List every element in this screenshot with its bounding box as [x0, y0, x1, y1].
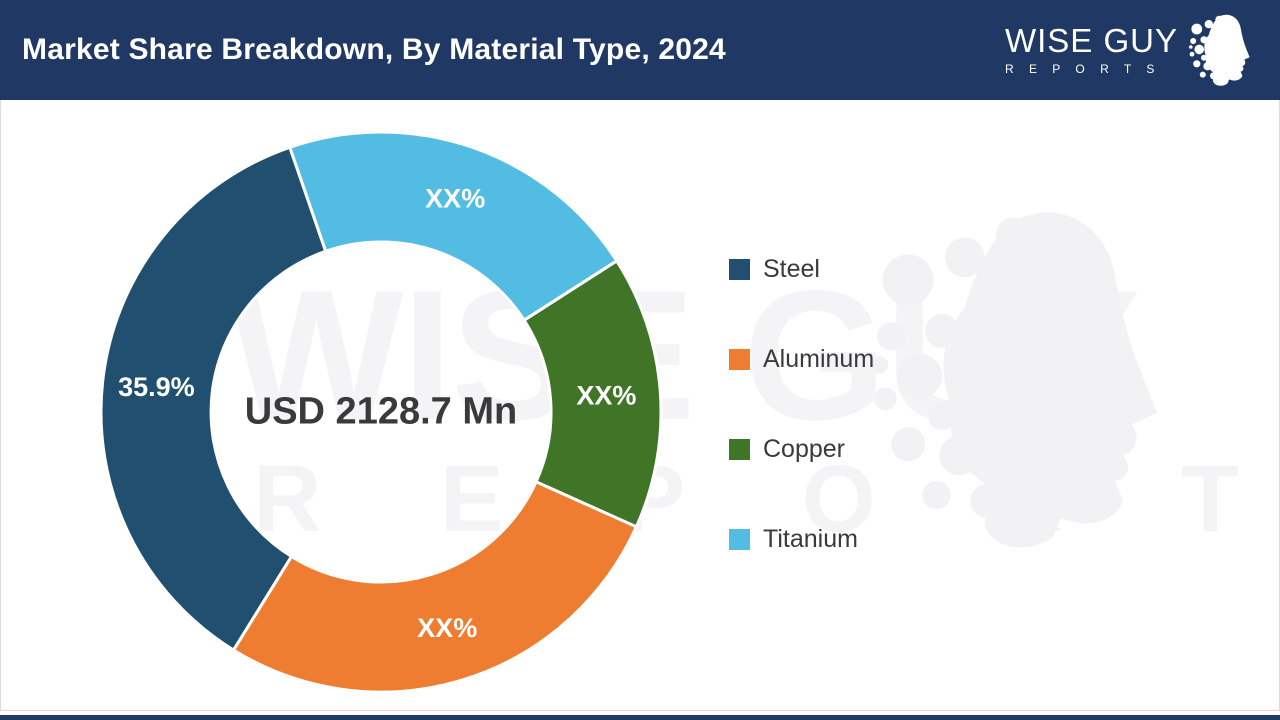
- legend-label-copper: Copper: [763, 434, 845, 463]
- slice-label-steel: 35.9%: [118, 372, 195, 402]
- legend-item-aluminum: Aluminum: [729, 345, 874, 373]
- slice-aluminum: [232, 480, 638, 694]
- slice-steel: [99, 145, 328, 652]
- legend-label-aluminum: Aluminum: [763, 344, 875, 373]
- donut-chart: 35.9% XX% XX% XX%: [99, 130, 663, 694]
- footer-bar: [0, 715, 1280, 720]
- slice-label-copper: XX%: [576, 380, 636, 410]
- chart-center-value: USD 2128.7 Mn: [244, 390, 518, 433]
- legend-label-steel: Steel: [763, 254, 820, 283]
- legend-item-copper: Copper: [729, 435, 874, 463]
- header-bar: Market Share Breakdown, By Material Type…: [0, 0, 1280, 100]
- footer-divider: [0, 710, 1280, 711]
- page-title: Market Share Breakdown, By Material Type…: [22, 33, 726, 66]
- legend-item-steel: Steel: [729, 255, 874, 283]
- legend-item-titanium: Titanium: [729, 525, 874, 553]
- slice-label-titanium: XX%: [425, 184, 485, 214]
- logo-head-icon: [1189, 14, 1250, 86]
- legend-swatch-aluminum: [729, 348, 750, 370]
- legend-swatch-titanium: [729, 528, 750, 550]
- slice-label-aluminum: XX%: [417, 613, 477, 643]
- legend-label-titanium: Titanium: [763, 524, 858, 553]
- logo-text: WISE GUY R E P O R T S: [1005, 24, 1178, 76]
- chart-legend: Steel Aluminum Copper Titanium: [729, 255, 874, 553]
- logo-wordmark: WISE GUY: [1004, 22, 1178, 59]
- slice-titanium: [288, 130, 619, 322]
- wise-guy-logo: WISE GUY R E P O R T S: [1005, 11, 1258, 89]
- legend-swatch-steel: [729, 258, 750, 280]
- legend-swatch-copper: [729, 438, 750, 460]
- chart-area: WISE GUY R E P O R T S 35.9%XX%XX%XX% US…: [0, 100, 1280, 710]
- logo-tagline: R E P O R T S: [1004, 62, 1161, 76]
